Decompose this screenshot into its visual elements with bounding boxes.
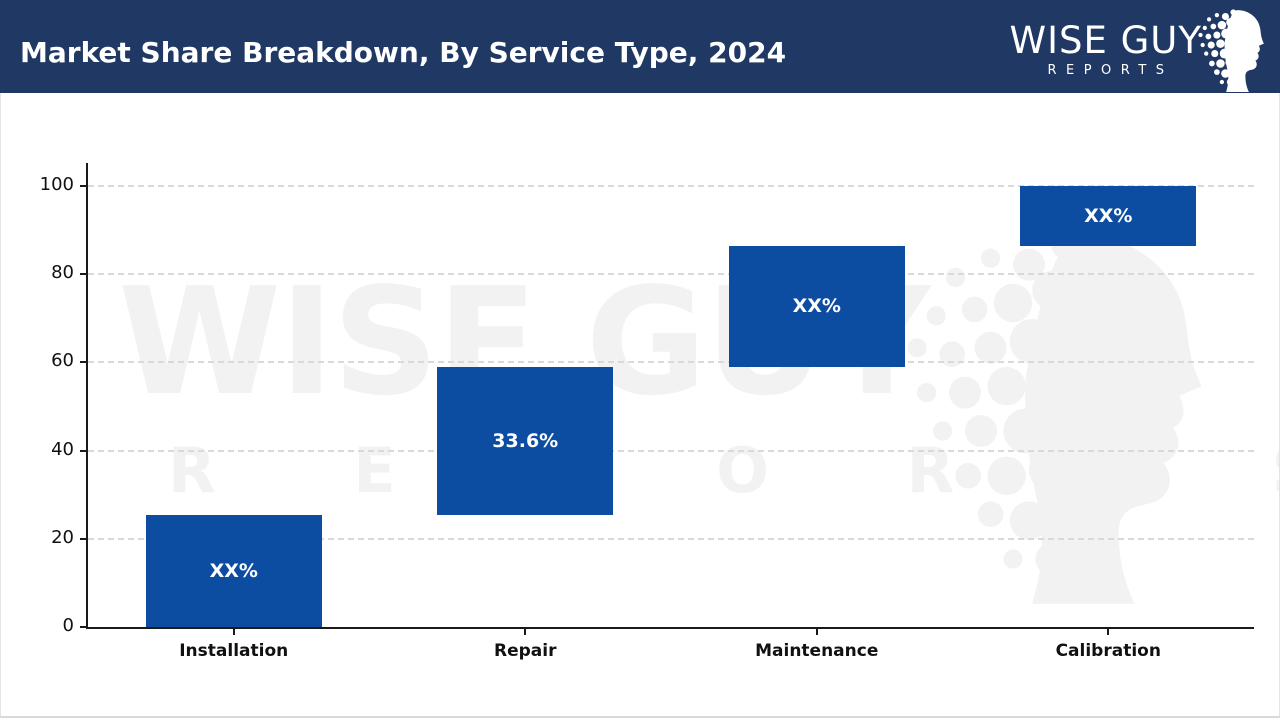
x-tick-mark [232,627,235,635]
y-tick-mark [80,626,88,628]
wiseguy-head-icon [1198,8,1264,92]
y-tick-label: 80 [51,262,74,284]
bar-repair: 33.6% [437,366,614,515]
category-label-calibration: Calibration [1055,641,1161,661]
page-title: Market Share Breakdown, By Service Type,… [20,36,787,69]
x-tick-mark [815,627,818,635]
left-border [0,93,1,717]
y-axis [86,163,88,629]
x-tick-mark [524,627,527,635]
y-tick-mark [80,185,88,187]
logo-subtext: REPORTS [1047,62,1174,78]
wiseguy-logo-text: WISE GUY REPORTS [1010,22,1202,78]
y-tick-mark [80,449,88,452]
header-banner: Market Share Breakdown, By Service Type,… [0,0,1280,93]
wiseguy-logo: WISE GUY REPORTS [1010,8,1270,92]
y-tick-label: 20 [51,526,74,548]
y-tick-label: 40 [51,438,74,460]
x-axis [86,627,1254,629]
watermark-head-icon [885,226,1205,604]
gridline-40 [88,449,1254,452]
gridline-20 [88,537,1254,540]
bar-value-label-maintenance: XX% [792,295,841,318]
wiseguy-head-icon [907,232,1202,604]
category-label-repair: Repair [494,641,557,661]
bottom-border [0,716,1280,718]
logo-brand-text: WISE GUY [1009,18,1202,62]
gridline-60 [88,361,1254,364]
bar-installation: XX% [145,514,322,627]
gridline-80 [88,273,1254,276]
category-label-maintenance: Maintenance [755,641,879,661]
x-tick-mark [1107,627,1110,635]
bar-maintenance: XX% [728,245,905,367]
gridline-100 [88,185,1254,187]
bar-value-label-calibration: XX% [1084,204,1133,227]
bar-value-label-installation: XX% [209,559,258,582]
y-tick-label: 60 [51,350,74,372]
bar-value-label-repair: 33.6% [492,429,559,452]
y-tick-label: 100 [39,174,74,195]
y-tick-mark [80,361,88,364]
y-tick-mark [80,537,88,540]
bar-calibration: XX% [1020,186,1197,246]
y-tick-label: 0 [62,615,74,636]
category-label-installation: Installation [179,641,289,661]
y-tick-mark [80,273,88,276]
